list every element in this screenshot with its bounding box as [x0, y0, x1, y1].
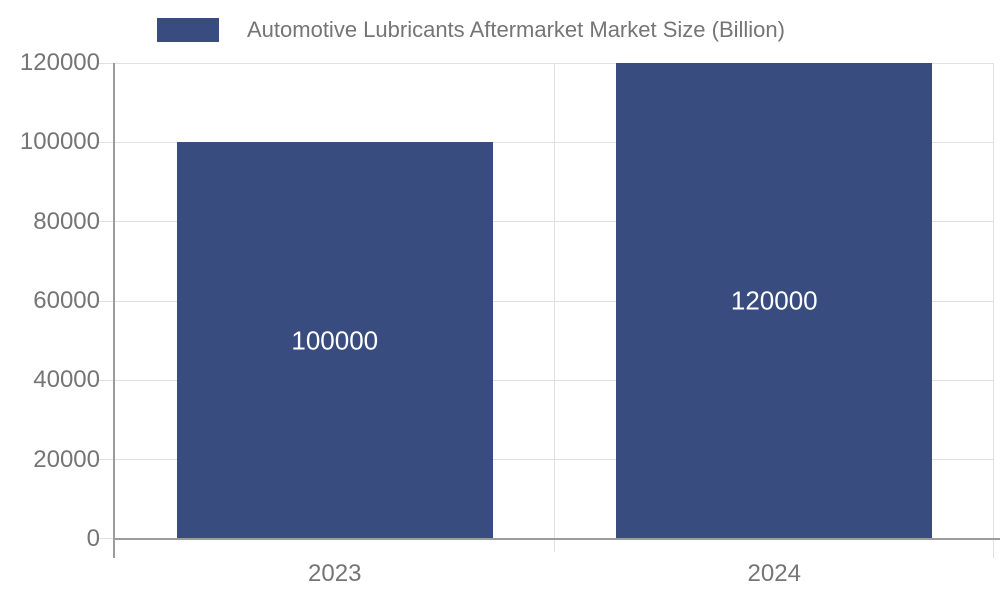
category-divider	[554, 63, 555, 552]
plot-area: 100000 120000 2023 2024	[97, 63, 1000, 587]
y-tick-label: 20000	[33, 445, 100, 473]
y-gridline	[97, 459, 994, 461]
bar: 120000	[616, 63, 933, 539]
y-tick-label: 80000	[33, 207, 100, 235]
x-tick-label: 2023	[308, 560, 362, 587]
legend-swatch-icon	[157, 18, 219, 42]
y-gridline	[97, 141, 994, 143]
chart-legend: Automotive Lubricants Aftermarket Market…	[157, 17, 785, 43]
bar-value-label: 120000	[730, 285, 818, 316]
y-tick-label: 60000	[33, 287, 100, 314]
chart-title: Automotive Lubricants Aftermarket Market…	[247, 17, 785, 42]
y-tick-mark	[97, 538, 115, 539]
bar-value-label: 100000	[291, 325, 379, 356]
y-tick-label: 40000	[33, 366, 100, 394]
plot-right-border	[993, 63, 994, 558]
bar: 100000	[176, 142, 493, 539]
y-gridline	[97, 221, 994, 223]
x-axis-line	[115, 538, 1000, 540]
y-tick-label: 0	[86, 525, 100, 552]
y-gridline	[97, 63, 994, 64]
y-axis-line	[113, 63, 115, 558]
y-tick-label: 120000	[19, 49, 100, 76]
y-gridline	[97, 379, 994, 381]
y-gridline	[97, 300, 994, 302]
y-tick-label: 100000	[19, 128, 100, 156]
x-tick-label: 2024	[747, 560, 801, 587]
